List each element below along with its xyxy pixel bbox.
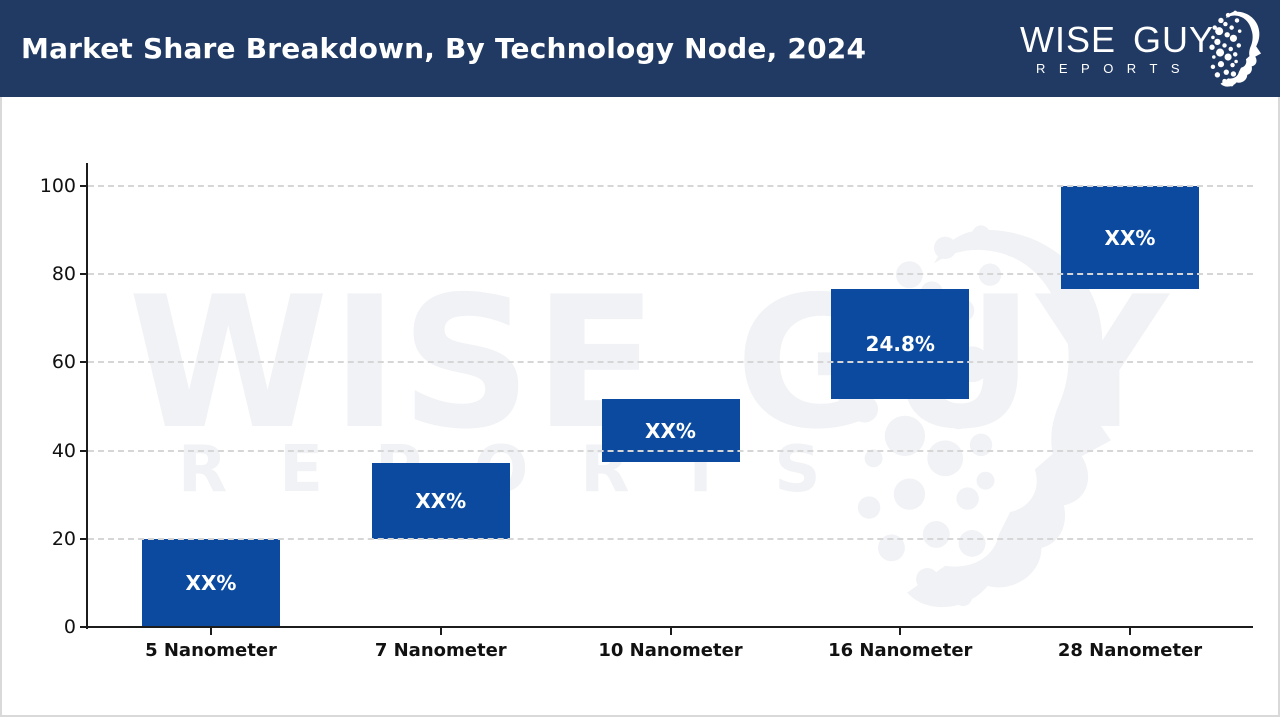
gridline-60 xyxy=(88,361,1253,364)
logo-text: WISE GUY REPORTS xyxy=(1019,19,1214,76)
y-tick-mark xyxy=(80,626,87,628)
y-tick-label: 20 xyxy=(51,527,76,550)
bar-value-label: XX% xyxy=(645,418,696,443)
x-tick-label: 10 Nanometer xyxy=(598,640,743,661)
bar-16-nanometer: 24.8% xyxy=(831,289,970,399)
y-tick-label: 40 xyxy=(51,439,76,462)
header: Market Share Breakdown, By Technology No… xyxy=(0,0,1280,97)
y-tick-mark xyxy=(80,361,87,364)
y-tick-mark xyxy=(80,185,87,187)
bar-value-label: XX% xyxy=(1104,225,1156,250)
x-tick-mark xyxy=(669,628,672,635)
x-tick-label: 7 Nanometer xyxy=(374,640,507,661)
x-tick-label: 16 Nanometer xyxy=(828,640,973,661)
bar-value-label: XX% xyxy=(415,488,467,513)
bar-5-nanometer: XX% xyxy=(142,538,280,627)
gridline-20 xyxy=(88,537,1253,540)
x-tick-mark xyxy=(899,628,902,635)
y-axis-line xyxy=(86,163,88,629)
gridline-40 xyxy=(88,449,1253,452)
bar-10-nanometer: XX% xyxy=(601,398,740,463)
y-tick-mark xyxy=(80,449,87,452)
y-tick-label: 0 xyxy=(63,616,76,638)
x-tick-mark xyxy=(439,628,442,635)
logo-subtitle: REPORTS xyxy=(1035,61,1194,76)
logo-wordmark: WISE GUY xyxy=(1019,19,1214,60)
y-tick-label: 60 xyxy=(51,351,76,374)
bar-value-label: XX% xyxy=(185,570,237,595)
y-tick-mark xyxy=(80,537,87,540)
x-axis-line xyxy=(86,626,1253,628)
gridline-100 xyxy=(88,185,1253,187)
x-tick-mark xyxy=(210,628,212,635)
y-tick-label: 80 xyxy=(51,263,76,286)
x-tick-label: 5 Nanometer xyxy=(145,640,277,661)
x-tick-mark xyxy=(1129,628,1131,635)
x-tick-label: 28 Nanometer xyxy=(1057,640,1203,661)
gridline-80 xyxy=(88,273,1253,276)
chart-title: Market Share Breakdown, By Technology No… xyxy=(21,32,867,65)
bar-7-nanometer: XX% xyxy=(371,462,510,539)
y-tick-mark xyxy=(80,273,87,276)
wise-guy-logo: WISE GUY REPORTS xyxy=(1020,8,1266,90)
bar-value-label: 24.8% xyxy=(865,331,935,356)
y-tick-label: 100 xyxy=(39,175,76,197)
